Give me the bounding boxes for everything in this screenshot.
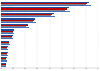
Bar	[1, 54, 7, 55]
Bar	[1, 63, 6, 64]
Bar	[1, 66, 6, 67]
Bar	[1, 4, 86, 5]
Bar	[1, 60, 7, 62]
Bar	[1, 18, 35, 20]
Bar	[1, 24, 28, 25]
Bar	[1, 59, 6, 60]
Bar	[1, 64, 6, 65]
Bar	[1, 49, 8, 50]
Bar	[1, 29, 14, 31]
Bar	[1, 48, 7, 49]
Bar	[1, 31, 13, 32]
Bar	[1, 27, 29, 28]
Bar	[1, 15, 51, 16]
Bar	[1, 22, 36, 23]
Bar	[1, 37, 12, 38]
Bar	[1, 13, 54, 14]
Bar	[1, 38, 13, 39]
Bar	[1, 11, 70, 12]
Bar	[1, 46, 8, 47]
Bar	[1, 20, 34, 21]
Bar	[1, 3, 87, 4]
Bar	[1, 14, 52, 15]
Bar	[1, 41, 9, 42]
Bar	[1, 58, 6, 59]
Bar	[1, 43, 9, 44]
Bar	[1, 47, 7, 48]
Bar	[1, 32, 12, 33]
Bar	[1, 7, 69, 8]
Bar	[1, 42, 9, 43]
Bar	[1, 52, 8, 53]
Bar	[1, 36, 12, 37]
Bar	[1, 35, 13, 36]
Bar	[1, 53, 7, 54]
Bar	[1, 2, 89, 3]
Bar	[1, 44, 10, 45]
Bar	[1, 55, 8, 56]
Bar	[1, 26, 26, 27]
Bar	[1, 16, 55, 17]
Bar	[1, 10, 65, 11]
Bar	[1, 21, 32, 22]
Bar	[1, 33, 14, 34]
Bar	[1, 57, 7, 58]
Bar	[1, 25, 28, 26]
Bar	[1, 65, 6, 66]
Bar	[1, 5, 91, 6]
Bar	[1, 8, 67, 10]
